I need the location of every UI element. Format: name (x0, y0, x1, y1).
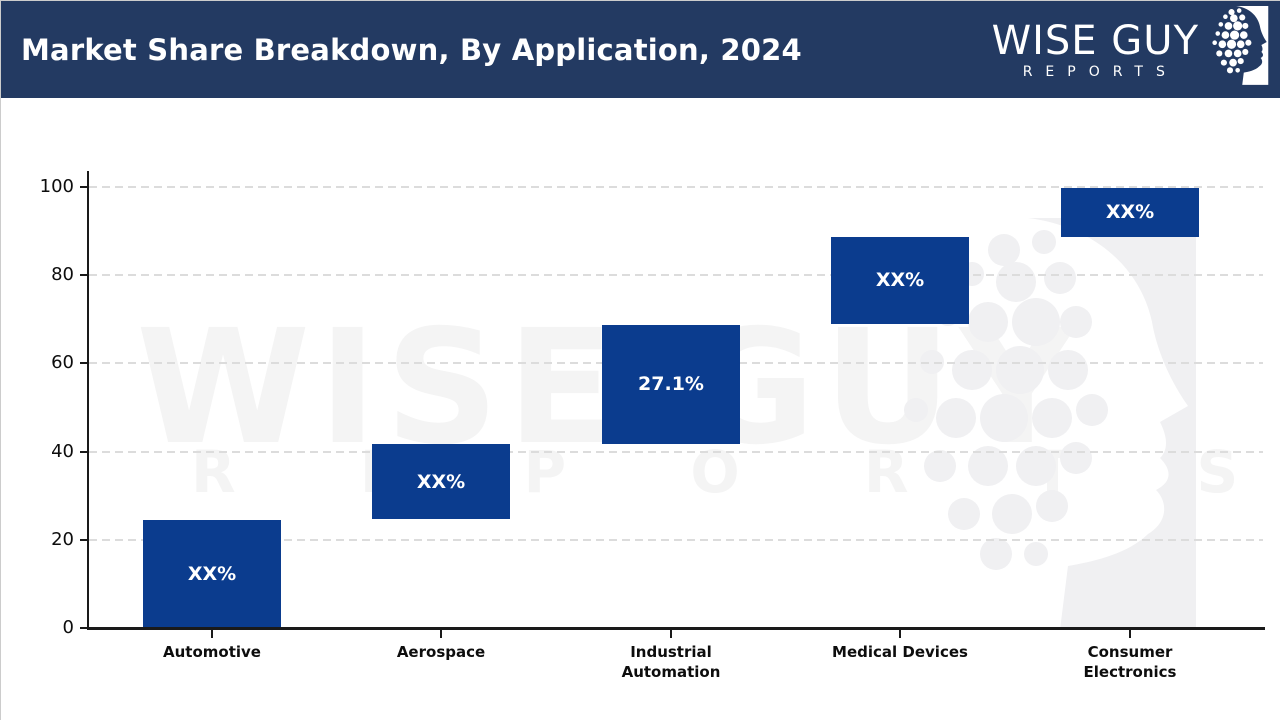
y-tick-mark (80, 450, 88, 453)
gridline (89, 538, 1263, 541)
logo-text: WISE GUY REPORTS (992, 21, 1199, 79)
y-tick-label: 20 (51, 528, 74, 550)
y-tick-mark (80, 274, 88, 277)
y-tick-mark (80, 538, 88, 541)
bar-value-label: XX% (187, 562, 237, 585)
x-axis-label: Consumer Electronics (1083, 643, 1177, 682)
wiseguy-head-icon (1212, 5, 1269, 85)
bar-value-label: XX% (875, 269, 925, 292)
logo-wordmark: WISE GUY (991, 17, 1199, 64)
x-tick-mark (670, 630, 672, 638)
axis-left-spine (87, 171, 89, 630)
x-tick-mark (211, 630, 213, 638)
logo-subtitle: REPORTS (1022, 63, 1178, 80)
gridline (89, 186, 1263, 188)
bar-value-label: XX% (416, 470, 466, 493)
bar: XX% (143, 519, 281, 628)
y-tick-label: 60 (51, 352, 74, 374)
x-axis-label: Automotive (163, 643, 261, 661)
header-band: Market Share Breakdown, By Application, … (1, 1, 1280, 98)
bar-value-label: 27.1% (638, 373, 704, 396)
x-tick-mark (1129, 630, 1131, 638)
x-tick-mark (899, 630, 901, 638)
y-tick-mark (80, 362, 88, 365)
x-axis-label: Industrial Automation (621, 643, 721, 682)
y-tick-mark (80, 186, 88, 188)
bar: XX% (1061, 187, 1199, 237)
y-tick-mark (80, 627, 88, 629)
bar: XX% (372, 444, 510, 520)
wise-guy-logo: WISE GUY REPORTS (992, 1, 1275, 98)
chart-plot-area: WISE GUY R E P O R T S 0 20 40 60 (1, 98, 1280, 720)
gridline (89, 274, 1263, 277)
x-axis-label: Medical Devices (832, 643, 968, 661)
y-tick-label: 100 (39, 176, 74, 197)
x-tick-mark (440, 630, 442, 638)
gridline (89, 450, 1263, 453)
x-axis-label: Aerospace (396, 643, 486, 661)
axis-bottom-spine (87, 627, 1265, 630)
y-tick-label: 0 (62, 617, 74, 638)
bar-value-label: XX% (1105, 201, 1155, 224)
y-tick-label: 40 (51, 440, 74, 462)
bar: 27.1% (602, 324, 740, 445)
y-tick-label: 80 (51, 264, 74, 286)
chart-title: Market Share Breakdown, By Application, … (21, 32, 802, 67)
bar: XX% (831, 236, 969, 324)
